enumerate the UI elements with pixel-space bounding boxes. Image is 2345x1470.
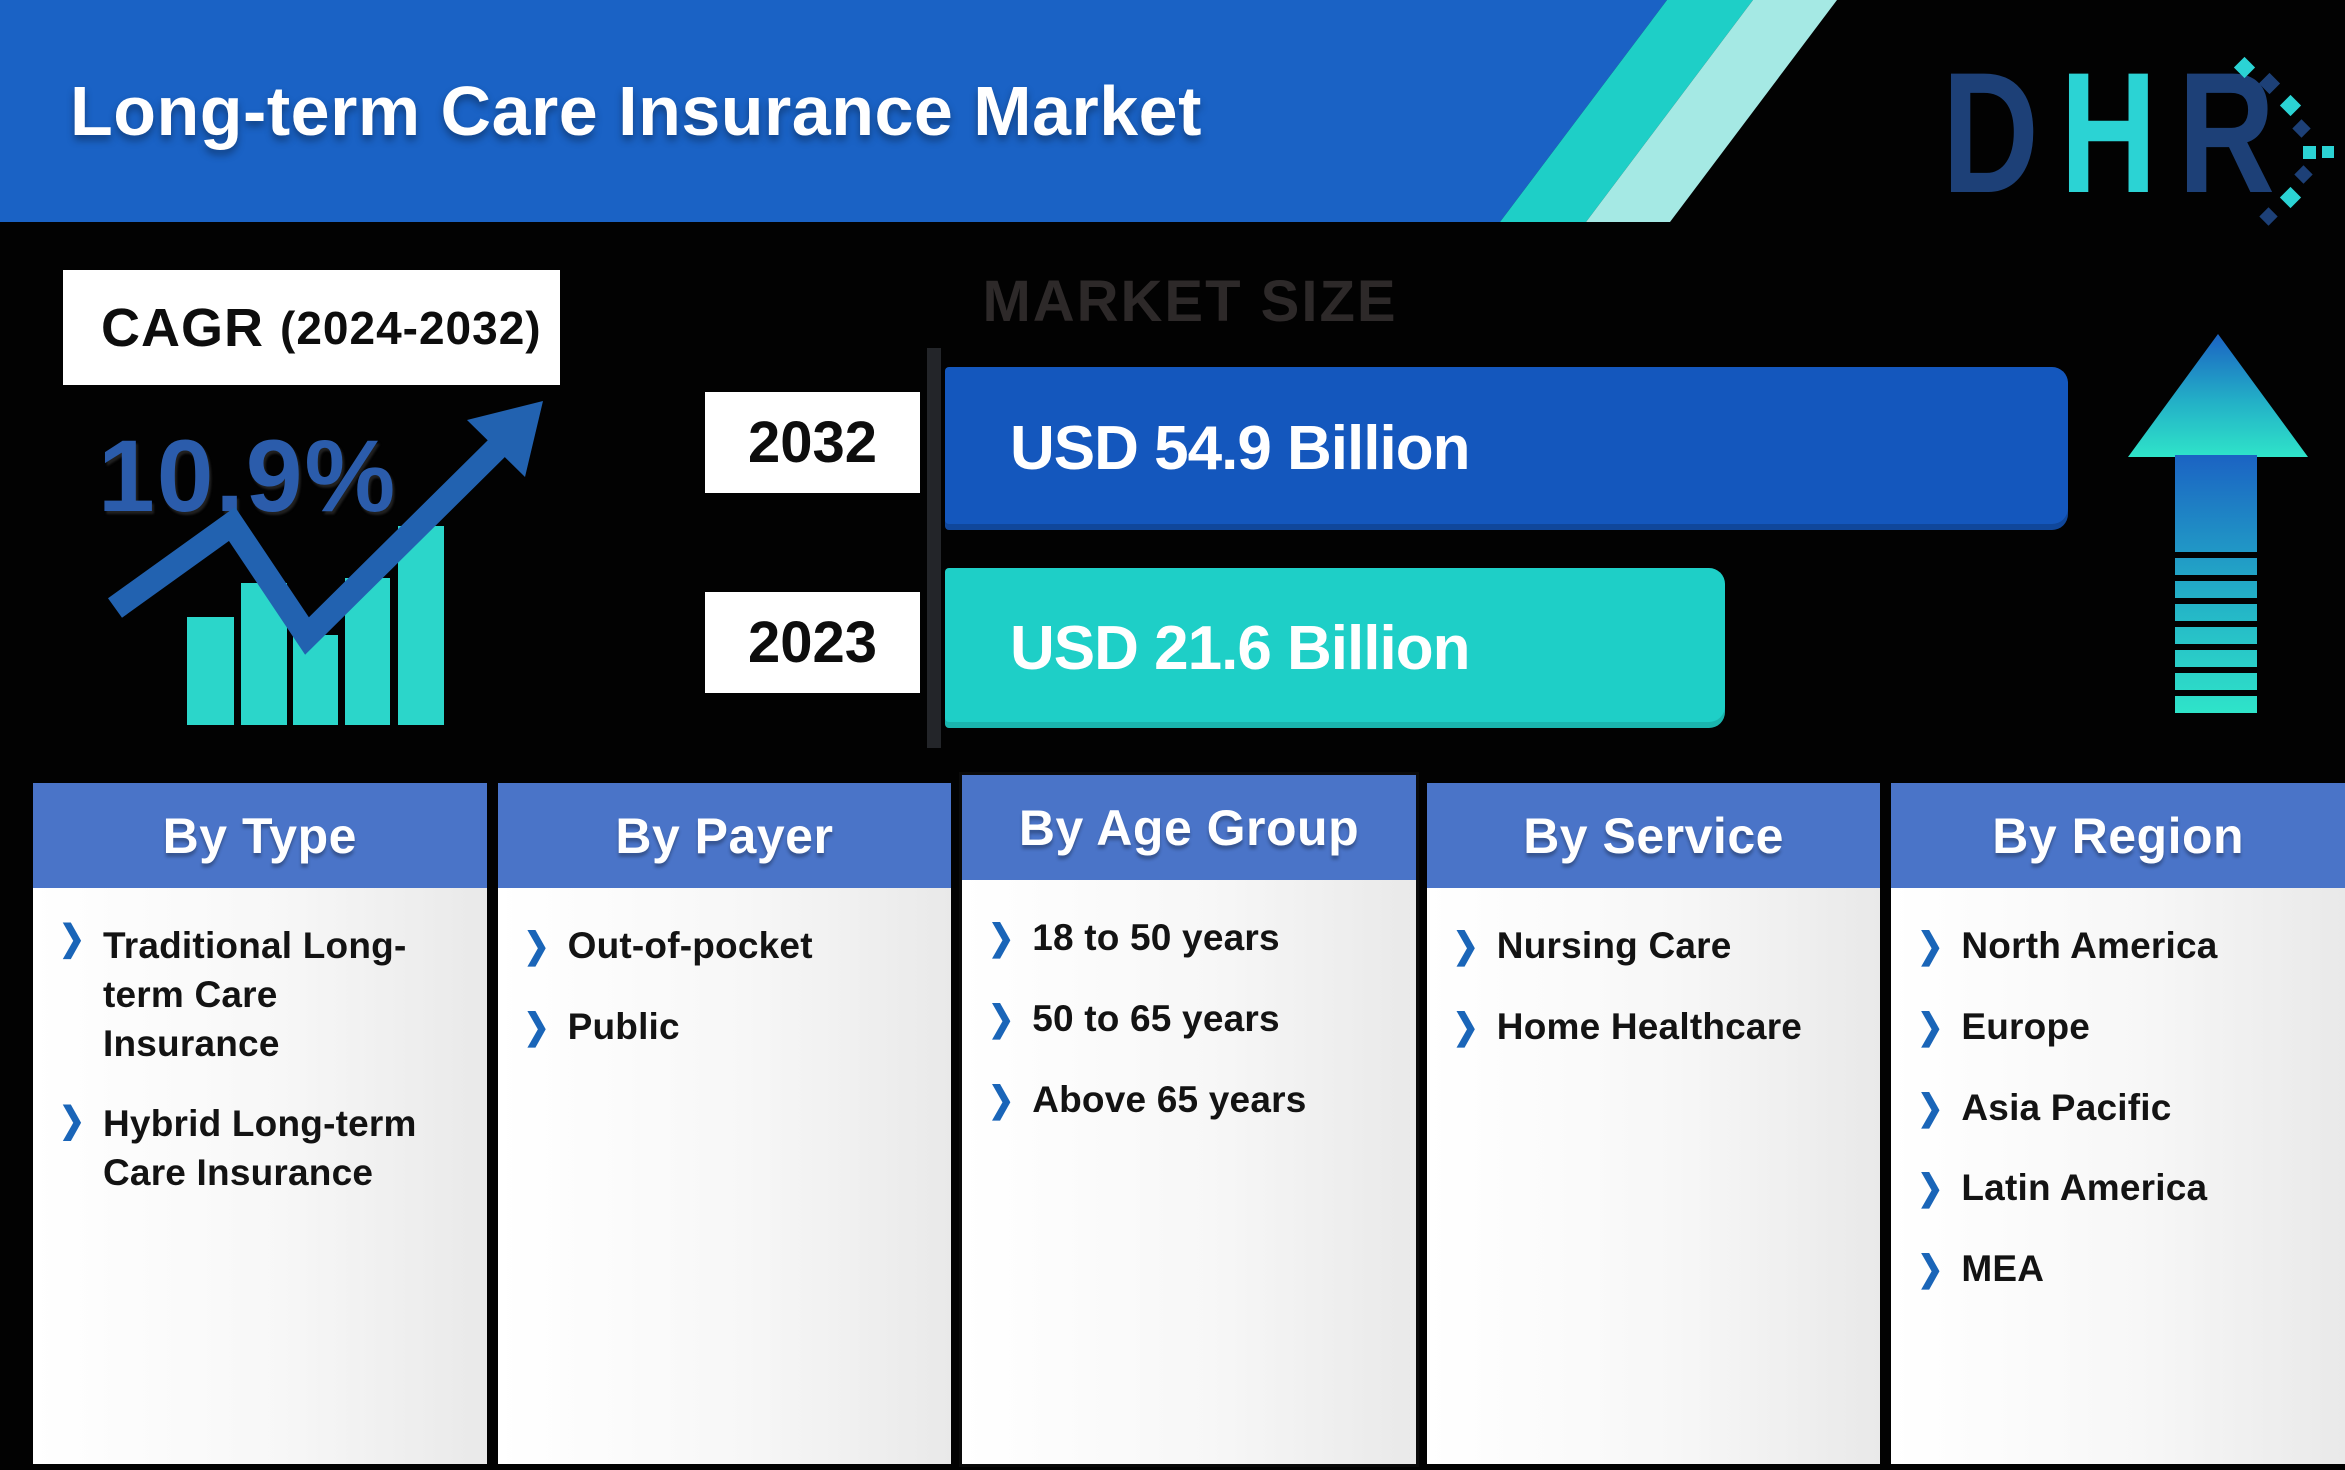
chevron-icon: ❯ <box>1917 1086 1944 1128</box>
segment-column-by-service: By Service ❯ Nursing Care ❯ Home Healthcar… <box>1426 783 1881 1464</box>
year-label-2032: 2032 <box>705 392 920 493</box>
item-label: 18 to 50 years <box>1032 917 1280 958</box>
header-blue-shape <box>0 0 1667 222</box>
segment-list: ❯ Nursing Care ❯ Home Healthcare <box>1453 922 1859 1052</box>
segment-list: ❯ 18 to 50 years ❯ 50 to 65 years ❯ Above 6… <box>988 914 1394 1124</box>
list-item: ❯ Public <box>524 1003 930 1052</box>
segment-header: By Service <box>1426 783 1881 888</box>
chevron-icon: ❯ <box>59 917 85 959</box>
item-label: Above 65 years <box>1032 1078 1307 1120</box>
bar-2032: USD 54.9 Billion <box>945 367 2068 530</box>
chevron-icon: ❯ <box>1917 1006 1944 1047</box>
item-label: 50 to 65 years <box>1032 997 1280 1039</box>
segment-list: ❯ Traditional Long-term Care Insurance ❯ H… <box>59 918 465 1198</box>
chevron-icon: ❯ <box>59 1100 85 1141</box>
bar-value-2023: USD 21.6 Billion <box>1010 613 1470 683</box>
page-title: Long-term Care Insurance Market <box>70 72 1202 150</box>
item-label: North America <box>1961 925 2218 966</box>
segment-list: ❯ Out-of-pocket ❯ Public <box>524 922 930 1052</box>
segment-body: ❯ 18 to 50 years ❯ 50 to 65 years ❯ Above 6… <box>962 880 1416 1464</box>
segment-header: By Type <box>33 783 487 888</box>
item-label: Latin America <box>1961 1167 2208 1209</box>
list-item: ❯ Out-of-pocket <box>524 922 930 971</box>
segment-column-by-payer: By Payer ❯ Out-of-pocket ❯ Public <box>497 783 952 1464</box>
item-label: Out-of-pocket <box>567 925 813 966</box>
list-item: ❯ Traditional Long-term Care Insurance <box>59 918 465 1068</box>
segment-column-by-region: By Region ❯ North America ❯ Europe ❯ Asia P… <box>1891 783 2345 1464</box>
chevron-icon: ❯ <box>1917 925 1944 966</box>
header-banner: Long-term Care Insurance Market <box>0 0 2345 222</box>
list-item: ❯ 18 to 50 years <box>988 914 1394 963</box>
chevron-icon: ❯ <box>523 1006 550 1047</box>
market-size-heading: MARKET SIZE <box>982 269 1398 334</box>
segment-columns: By Type ❯ Traditional Long-term Care Insu… <box>33 772 2345 1467</box>
item-label: MEA <box>1961 1248 2045 1290</box>
item-label: Home Healthcare <box>1496 1005 1803 1047</box>
segment-list: ❯ North America ❯ Europe ❯ Asia Pacific ❯ La… <box>1917 922 2323 1294</box>
list-item: ❯ Latin America <box>1917 1164 2323 1213</box>
bar-2023: USD 21.6 Billion <box>945 568 1725 728</box>
chevron-icon: ❯ <box>988 917 1015 958</box>
segment-column-by-age-group: By Age Group ❯ 18 to 50 years ❯ 50 to 65 y… <box>959 772 1419 1467</box>
item-label: Nursing Care <box>1496 925 1732 966</box>
list-item: ❯ Asia Pacific <box>1917 1084 2323 1133</box>
list-item: ❯ North America <box>1917 922 2323 971</box>
cagr-label: CAGR <box>101 297 264 358</box>
chevron-icon: ❯ <box>1452 925 1479 966</box>
axis-line <box>927 348 941 748</box>
segment-column-by-type: By Type ❯ Traditional Long-term Care Insu… <box>33 783 487 1464</box>
list-item: ❯ Europe <box>1917 1003 2323 1052</box>
list-item: ❯ 50 to 65 years <box>988 995 1394 1044</box>
chevron-icon: ❯ <box>988 1078 1015 1120</box>
cagr-card: CAGR (2024-2032) <box>63 270 560 385</box>
logo-letter-h: H <box>2060 37 2157 229</box>
list-item: ❯ MEA <box>1917 1245 2323 1294</box>
list-item: ❯ Above 65 years <box>988 1076 1394 1125</box>
segment-header: By Age Group <box>962 775 1416 880</box>
list-item: ❯ Home Healthcare <box>1453 1003 1859 1052</box>
chevron-icon: ❯ <box>1452 1006 1479 1047</box>
segment-body: ❯ Nursing Care ❯ Home Healthcare <box>1426 888 1881 1464</box>
segment-body: ❯ Out-of-pocket ❯ Public <box>497 888 952 1464</box>
item-label: Traditional Long-term Care Insurance <box>103 925 407 1064</box>
item-label: Europe <box>1961 1005 2091 1047</box>
chevron-icon: ❯ <box>523 925 550 966</box>
bar-value-2032: USD 54.9 Billion <box>1010 414 1470 483</box>
item-label: Hybrid Long-term Care Insurance <box>103 1103 417 1194</box>
dhr-logo: D H R <box>1942 37 2297 229</box>
item-label: Asia Pacific <box>1961 1086 2172 1128</box>
cagr-value: 10.9% <box>98 419 398 533</box>
segment-body: ❯ Traditional Long-term Care Insurance ❯ H… <box>33 888 487 1464</box>
item-label: Public <box>567 1005 680 1047</box>
segment-body: ❯ North America ❯ Europe ❯ Asia Pacific ❯ La… <box>1891 888 2345 1464</box>
logo-letter-d: D <box>1942 37 2039 229</box>
list-item: ❯ Nursing Care <box>1453 922 1859 971</box>
segment-header: By Payer <box>497 783 952 888</box>
cagr-period: (2024-2032) <box>280 301 542 354</box>
logo-letter-r: R <box>2178 37 2275 229</box>
list-item: ❯ Hybrid Long-term Care Insurance <box>59 1100 465 1198</box>
segment-header: By Region <box>1891 783 2345 888</box>
chevron-icon: ❯ <box>1917 1167 1944 1208</box>
year-label-2023: 2023 <box>705 592 920 693</box>
growth-arrow-icon <box>2128 334 2308 713</box>
chevron-icon: ❯ <box>988 998 1015 1039</box>
chevron-icon: ❯ <box>1917 1248 1944 1289</box>
trend-chart-icon <box>108 401 543 725</box>
